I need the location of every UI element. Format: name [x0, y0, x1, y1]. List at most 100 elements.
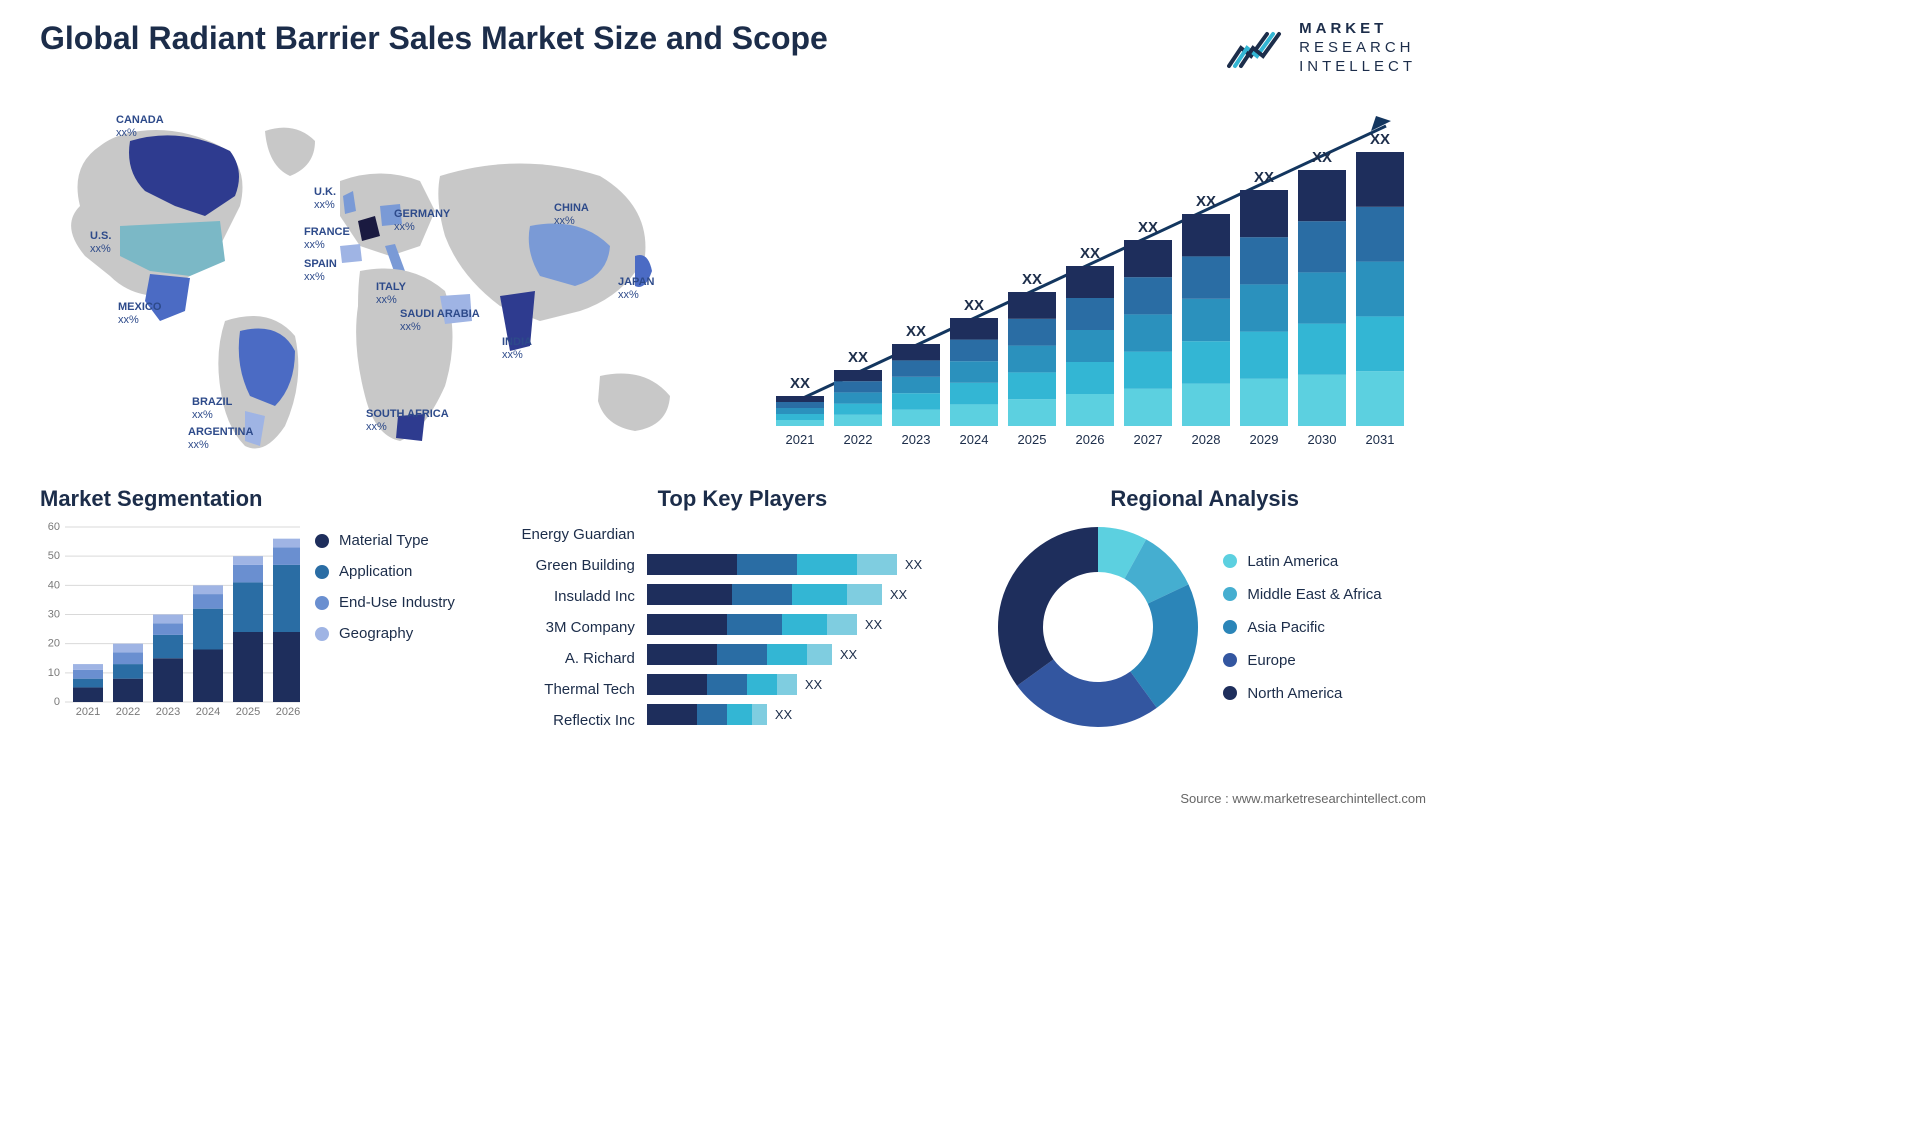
- regional-donut: [993, 522, 1203, 732]
- legend-item: Middle East & Africa: [1223, 586, 1381, 603]
- player-bar-row: XX: [647, 644, 963, 665]
- svg-text:2025: 2025: [236, 706, 260, 718]
- legend-dot-icon: [1223, 554, 1237, 568]
- player-bar-row: XX: [647, 704, 963, 725]
- player-value: XX: [840, 647, 857, 662]
- legend-label: Middle East & Africa: [1247, 586, 1381, 603]
- player-value: XX: [775, 707, 792, 722]
- svg-text:20: 20: [48, 638, 60, 650]
- player-bar-segment: [697, 704, 727, 725]
- player-bar-row: XX: [647, 584, 963, 605]
- svg-text:XX: XX: [790, 375, 810, 392]
- legend-label: Geography: [339, 625, 413, 642]
- legend-item: Material Type: [315, 532, 455, 549]
- player-bar-segment: [797, 554, 857, 575]
- legend-dot-icon: [1223, 686, 1237, 700]
- player-bar-segment: [792, 584, 847, 605]
- legend-dot-icon: [315, 596, 329, 610]
- player-name: 3M Company: [546, 617, 635, 638]
- legend-label: North America: [1247, 685, 1342, 702]
- legend-label: Asia Pacific: [1247, 619, 1325, 636]
- svg-text:2022: 2022: [116, 706, 140, 718]
- svg-text:XX: XX: [1138, 219, 1158, 236]
- svg-text:2027: 2027: [1134, 432, 1163, 447]
- legend-item: End-Use Industry: [315, 594, 455, 611]
- svg-text:2028: 2028: [1192, 432, 1221, 447]
- player-bar-segment: [732, 584, 792, 605]
- player-bar: [647, 704, 767, 725]
- player-bar-segment: [777, 674, 797, 695]
- legend-dot-icon: [315, 534, 329, 548]
- svg-text:2024: 2024: [960, 432, 989, 447]
- player-bar-segment: [737, 554, 797, 575]
- legend-item: Europe: [1223, 652, 1381, 669]
- map-label: CANADAxx%: [116, 114, 164, 139]
- svg-text:XX: XX: [1370, 131, 1390, 148]
- segmentation-chart-svg: 0102030405060202120222023202420252026: [40, 522, 300, 722]
- legend-label: Latin America: [1247, 553, 1338, 570]
- svg-text:XX: XX: [1022, 271, 1042, 288]
- svg-text:XX: XX: [1196, 193, 1216, 210]
- legend-label: Europe: [1247, 652, 1295, 669]
- regional-panel: Regional Analysis Latin AmericaMiddle Ea…: [993, 486, 1416, 732]
- player-bar: [647, 554, 897, 575]
- map-label: ARGENTINAxx%: [188, 426, 253, 451]
- svg-text:0: 0: [54, 696, 60, 708]
- player-bar-segment: [647, 554, 737, 575]
- page-title: Global Radiant Barrier Sales Market Size…: [40, 20, 828, 57]
- player-value: XX: [890, 587, 907, 602]
- player-bar-segment: [647, 674, 707, 695]
- svg-text:2030: 2030: [1308, 432, 1337, 447]
- logo-line2: RESEARCH: [1299, 39, 1416, 58]
- legend-item: North America: [1223, 685, 1381, 702]
- player-bar-row: [647, 524, 963, 545]
- player-bar: [647, 614, 857, 635]
- player-value: XX: [865, 617, 882, 632]
- legend-dot-icon: [315, 565, 329, 579]
- growth-chart-svg: XX2021XX2022XX2023XX2024XX2025XX2026XX20…: [756, 96, 1416, 466]
- player-bar-segment: [647, 644, 717, 665]
- logo: MARKET RESEARCH INTELLECT: [1227, 20, 1416, 76]
- legend-label: Application: [339, 563, 412, 580]
- svg-text:2023: 2023: [902, 432, 931, 447]
- segmentation-legend: Material Type Application End-Use Industry…: [315, 522, 455, 642]
- player-value: XX: [805, 677, 822, 692]
- player-name: Insuladd Inc: [554, 586, 635, 607]
- map-label: FRANCExx%: [304, 226, 350, 251]
- logo-line3: INTELLECT: [1299, 58, 1416, 77]
- world-map: CANADAxx%U.S.xx%MEXICOxx%BRAZILxx%ARGENT…: [40, 96, 716, 466]
- svg-text:2031: 2031: [1366, 432, 1395, 447]
- svg-text:XX: XX: [1080, 245, 1100, 262]
- segmentation-title: Market Segmentation: [40, 486, 491, 512]
- player-bar-segment: [752, 704, 767, 725]
- player-bar-segment: [747, 674, 777, 695]
- map-label: CHINAxx%: [554, 202, 589, 227]
- svg-text:50: 50: [48, 550, 60, 562]
- player-bar-segment: [857, 554, 897, 575]
- regional-legend: Latin America Middle East & Africa Asia Pa…: [1223, 553, 1381, 702]
- svg-text:XX: XX: [1254, 169, 1274, 186]
- source-attribution: Source : www.marketresearchintellect.com: [1180, 791, 1426, 806]
- legend-item: Latin America: [1223, 553, 1381, 570]
- svg-text:60: 60: [48, 522, 60, 533]
- map-label: BRAZILxx%: [192, 396, 232, 421]
- player-bar-segment: [827, 614, 857, 635]
- legend-label: Material Type: [339, 532, 429, 549]
- svg-text:2021: 2021: [786, 432, 815, 447]
- svg-text:10: 10: [48, 667, 60, 679]
- map-label: SOUTH AFRICAxx%: [366, 408, 449, 433]
- player-bar-row: XX: [647, 674, 963, 695]
- player-bar-segment: [717, 644, 767, 665]
- svg-text:XX: XX: [906, 323, 926, 340]
- map-label: INDIAxx%: [502, 336, 532, 361]
- player-bar-segment: [647, 584, 732, 605]
- svg-text:40: 40: [48, 580, 60, 592]
- svg-text:XX: XX: [848, 349, 868, 366]
- map-label: ITALYxx%: [376, 281, 406, 306]
- player-bar-segment: [807, 644, 832, 665]
- top-players-panel: Top Key Players Energy GuardianGreen Bui…: [521, 486, 963, 731]
- svg-text:2023: 2023: [156, 706, 180, 718]
- legend-dot-icon: [315, 627, 329, 641]
- segmentation-panel: Market Segmentation 01020304050602021202…: [40, 486, 491, 722]
- player-name: Energy Guardian: [521, 524, 634, 545]
